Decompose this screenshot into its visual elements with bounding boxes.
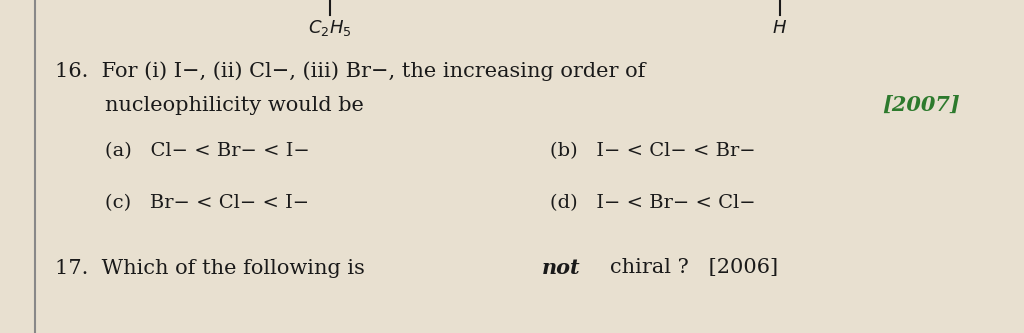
Text: (c)   Br− < Cl− < I−: (c) Br− < Cl− < I− <box>105 194 309 212</box>
Text: $H$: $H$ <box>772 19 787 37</box>
Text: 16.  For (i) I−, (ii) Cl−, (iii) Br−, the increasing order of: 16. For (i) I−, (ii) Cl−, (iii) Br−, the… <box>55 61 645 81</box>
Text: (a)   Cl− < Br− < I−: (a) Cl− < Br− < I− <box>105 142 309 160</box>
Text: 17.  Which of the following is: 17. Which of the following is <box>55 258 372 277</box>
Text: (b)   I− < Cl− < Br−: (b) I− < Cl− < Br− <box>550 142 756 160</box>
Text: nucleophilicity would be: nucleophilicity would be <box>105 96 364 115</box>
Text: not: not <box>542 258 581 278</box>
Text: chiral ?   [2006]: chiral ? [2006] <box>610 258 778 277</box>
Text: (d)   I− < Br− < Cl−: (d) I− < Br− < Cl− <box>550 194 756 212</box>
Text: [2007]: [2007] <box>883 95 961 115</box>
Text: $C_2H_5$: $C_2H_5$ <box>308 18 352 38</box>
